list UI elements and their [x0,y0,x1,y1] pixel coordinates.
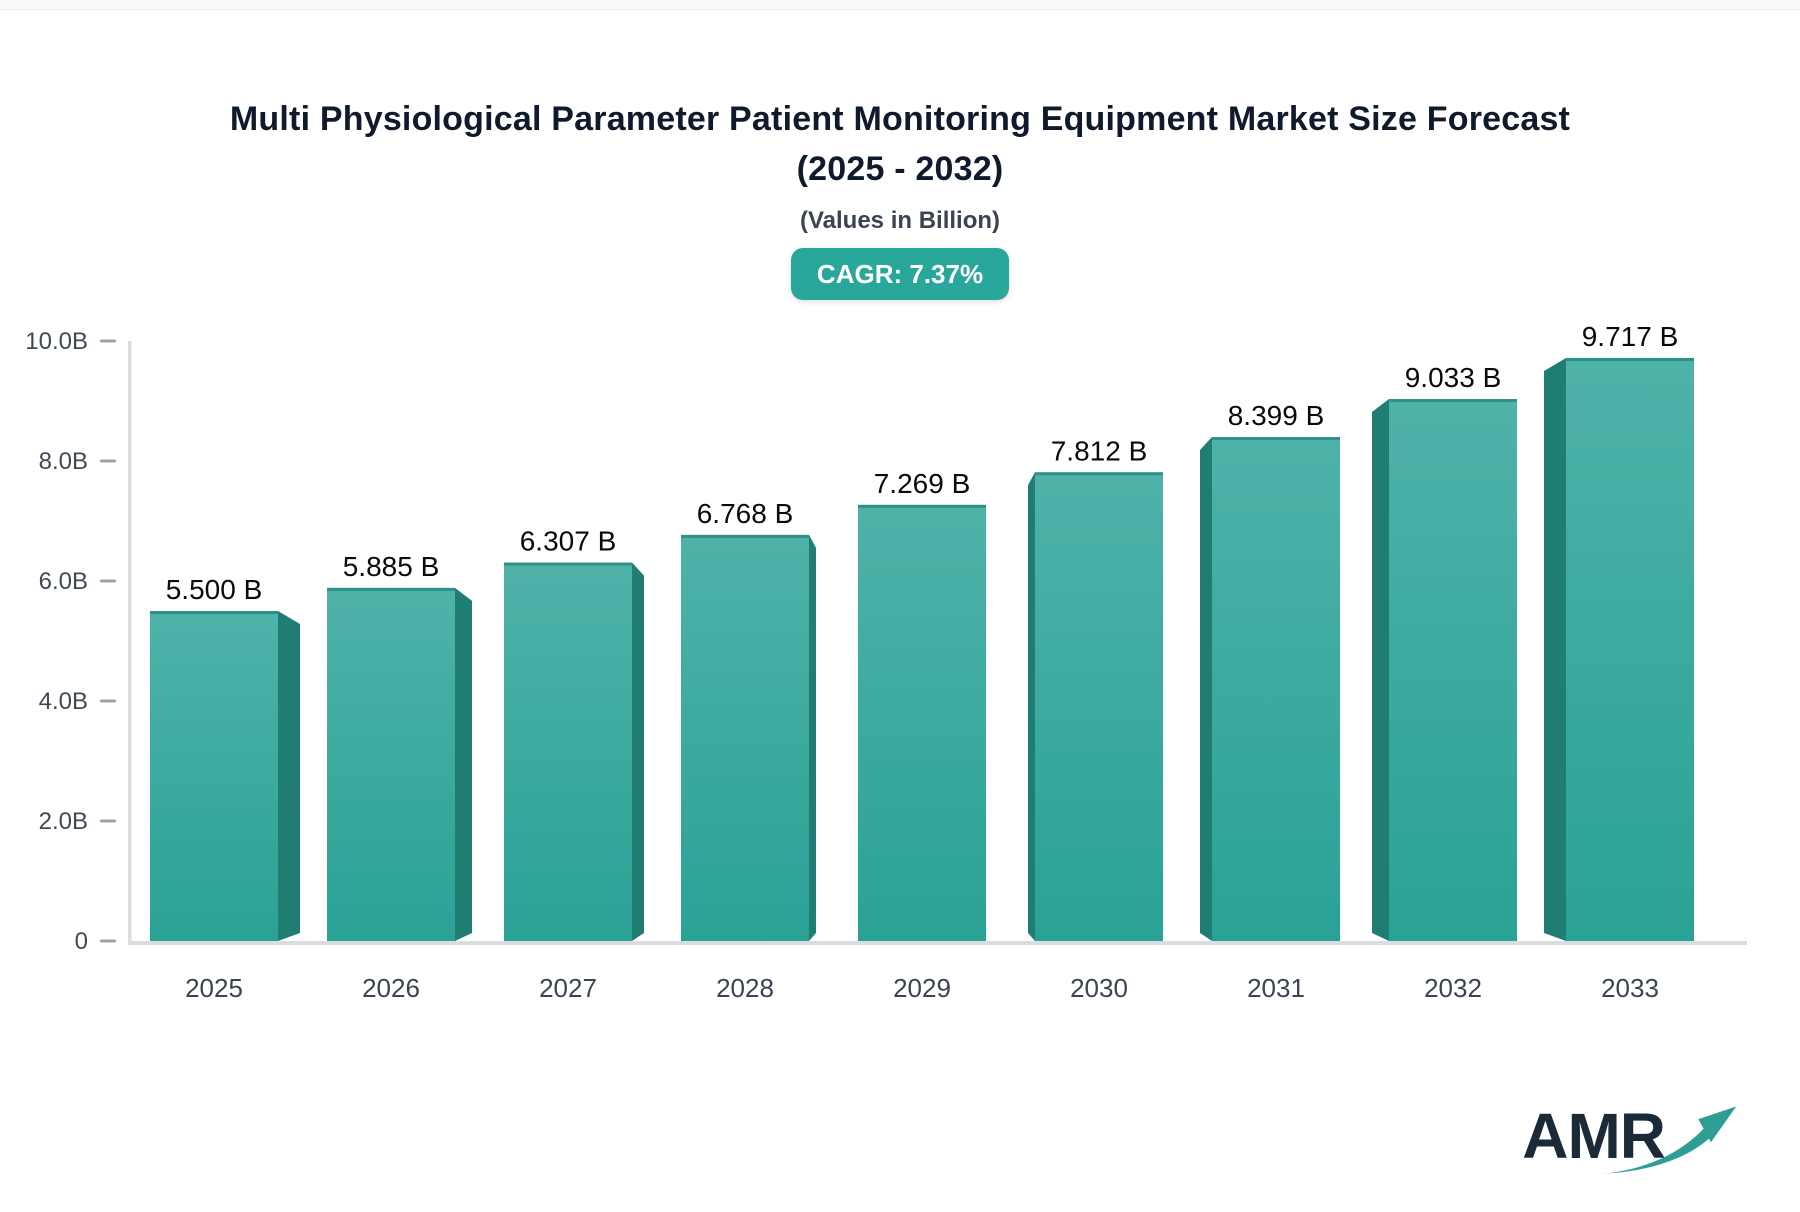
y-tick-label: 6.0B [39,568,88,595]
x-tick-label: 2032 [1424,973,1482,1003]
bar-top-edge [1389,399,1517,403]
bar[interactable] [681,534,809,943]
x-tick-label: 2033 [1601,973,1659,1003]
y-tick-label: 8.0B [39,448,88,475]
bar-top-edge [327,587,455,591]
y-tick-mark [100,939,116,943]
x-axis-line [128,941,1747,945]
bar[interactable] [1389,399,1517,943]
top-border [0,0,1800,10]
bar-top-edge [1212,437,1340,441]
bar[interactable] [1035,472,1163,943]
chart-subtitle: (Values in Billion) [799,207,1001,234]
bar-value-label: 6.307 B [520,526,617,557]
bar-value-label: 5.885 B [343,551,440,582]
bar[interactable] [150,611,278,943]
growth-arrow-icon [1604,1106,1737,1174]
x-tick-label: 2029 [893,973,951,1003]
bar[interactable] [327,587,455,943]
bar-top-edge [858,504,986,508]
bar-side-face [455,587,472,941]
bar-value-label: 5.500 B [166,574,263,605]
y-tick-mark [100,339,116,343]
bar-side-face [1544,357,1566,942]
bar-value-label: 8.399 B [1228,400,1325,431]
bar[interactable] [1212,437,1340,943]
chart-header: Multi Physiological Parameter Patient Mo… [0,94,1800,300]
bar-value-label: 9.033 B [1405,362,1502,393]
x-tick-label: 2026 [362,973,420,1003]
x-tick-label: 2025 [185,973,243,1003]
bar-value-label: 7.812 B [1051,435,1148,466]
chart-title-line2: (2025 - 2032) [796,150,1004,188]
y-tick-mark [100,579,116,583]
bar-top-edge [1566,357,1694,361]
y-tick-label: 4.0B [39,688,88,715]
bar-top-edge [504,562,632,566]
y-tick-mark [100,459,116,463]
bar[interactable] [1566,357,1694,944]
bar-side-face [809,534,816,941]
bar[interactable] [504,562,632,943]
y-tick-mark [100,699,116,703]
amr-logo: AMR [1522,1100,1737,1174]
bar-top-edge [1035,472,1163,476]
y-tick-label: 0 [75,928,88,955]
chart-title-line1: Multi Physiological Parameter Patient Mo… [229,100,1571,138]
y-tick-label: 2.0B [39,808,88,835]
y-tick-label: 10.0B [25,328,88,355]
bar-value-label: 6.768 B [697,498,794,529]
bar-side-face [1200,437,1212,941]
x-tick-label: 2031 [1247,973,1305,1003]
y-axis-line [128,341,132,944]
y-tick-mark [100,819,116,823]
bar-value-label: 9.717 B [1582,321,1679,352]
x-tick-label: 2027 [539,973,597,1003]
bar-side-face [632,562,644,941]
bar[interactable] [858,504,986,943]
x-tick-label: 2030 [1070,973,1128,1003]
bar-top-edge [681,534,809,538]
bar-side-face [1372,399,1389,941]
bar-side-face [1028,472,1035,941]
bar-side-face [278,611,300,941]
x-tick-label: 2028 [716,973,774,1003]
bar-value-label: 7.269 B [874,468,971,499]
bar-top-edge [150,611,278,614]
amr-logo-text: AMR [1522,1100,1666,1172]
cagr-badge: CAGR: 7.37% [790,248,1010,300]
